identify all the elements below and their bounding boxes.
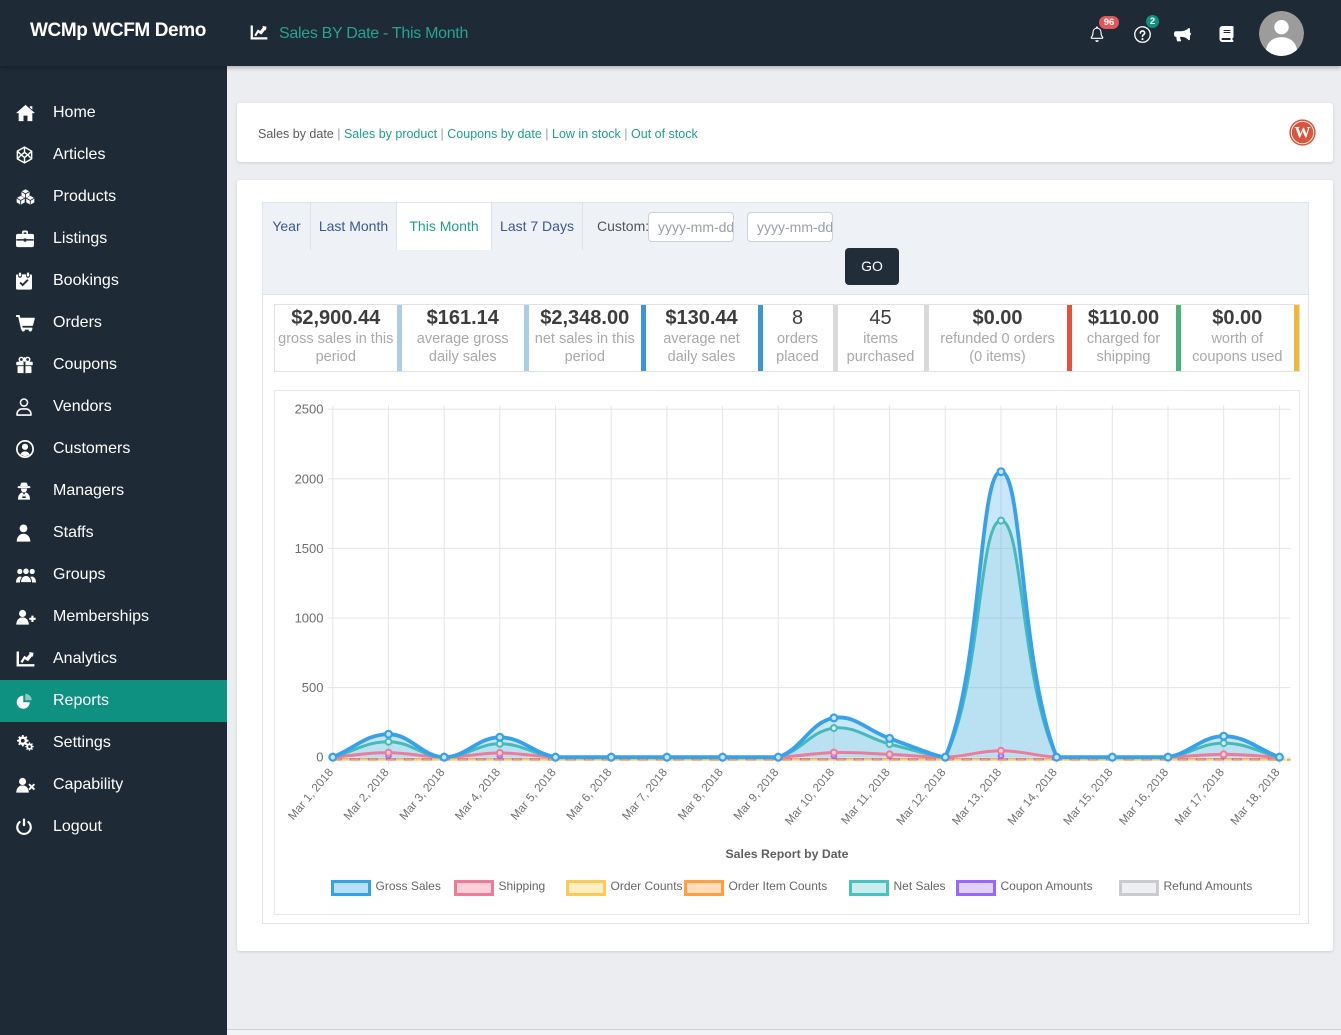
svg-text:Mar 4, 2018: Mar 4, 2018	[452, 765, 503, 823]
svg-text:Mar 10, 2018: Mar 10, 2018	[782, 765, 838, 828]
svg-text:Mar 13, 2018: Mar 13, 2018	[949, 765, 1005, 828]
svg-text:Mar 7, 2018: Mar 7, 2018	[619, 765, 670, 823]
svg-text:Mar 3, 2018: Mar 3, 2018	[396, 765, 447, 823]
svg-text:Mar 2, 2018: Mar 2, 2018	[341, 765, 392, 823]
svg-text:Mar 18, 2018: Mar 18, 2018	[1227, 765, 1283, 828]
svg-text:0: 0	[316, 750, 323, 765]
svg-text:1500: 1500	[295, 541, 324, 556]
svg-text:W: W	[1294, 125, 1310, 142]
svg-text:Mar 14, 2018: Mar 14, 2018	[1004, 765, 1060, 828]
svg-text:Mar 8, 2018: Mar 8, 2018	[675, 765, 726, 823]
svg-text:Mar 1, 2018: Mar 1, 2018	[285, 765, 336, 823]
svg-text:2000: 2000	[295, 471, 324, 486]
svg-text:2500: 2500	[295, 402, 324, 417]
svg-text:Mar 5, 2018: Mar 5, 2018	[508, 765, 559, 823]
svg-text:Mar 16, 2018: Mar 16, 2018	[1116, 765, 1172, 828]
svg-text:Mar 11, 2018: Mar 11, 2018	[838, 765, 893, 827]
svg-text:Mar 15, 2018: Mar 15, 2018	[1060, 765, 1116, 828]
svg-text:1000: 1000	[295, 611, 324, 626]
svg-text:Mar 6, 2018: Mar 6, 2018	[563, 765, 614, 823]
svg-text:500: 500	[302, 680, 324, 695]
svg-text:Mar 17, 2018: Mar 17, 2018	[1172, 765, 1228, 828]
svg-text:Mar 9, 2018: Mar 9, 2018	[730, 765, 781, 823]
svg-text:Mar 12, 2018: Mar 12, 2018	[893, 765, 949, 828]
